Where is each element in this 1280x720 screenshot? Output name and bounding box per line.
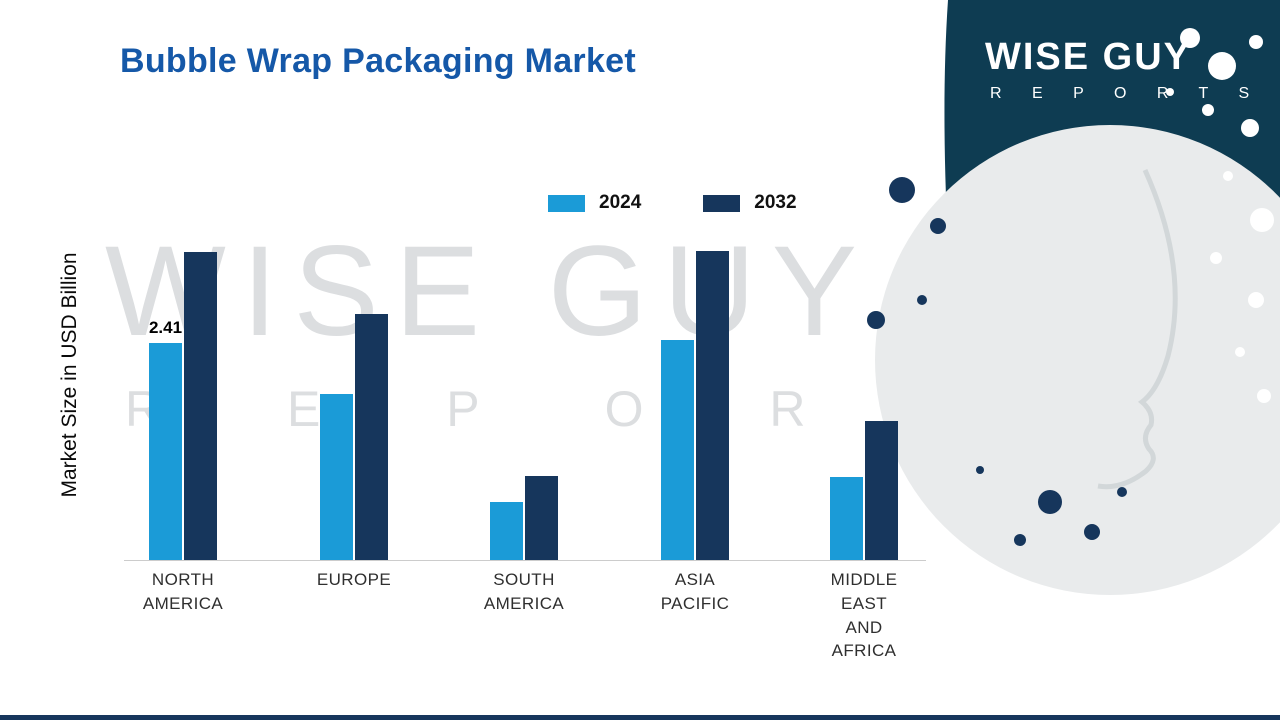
legend-swatch-2024	[548, 194, 585, 212]
chart-legend: 2024 2032	[548, 192, 797, 214]
bar-2024-europe	[320, 393, 353, 560]
legend-swatch-2032	[703, 194, 741, 212]
legend-label-2032: 2032	[754, 192, 797, 213]
category-label-europe: EUROPE	[316, 570, 392, 589]
bar-2032-middle-east-and-africa	[865, 420, 898, 560]
bottom-accent-bar	[0, 715, 1280, 720]
legend-item-2032: 2032	[703, 192, 797, 214]
category-label-middle-east-and-africa: MIDDLE EAST AND AFRICA	[830, 570, 898, 661]
legend-label-2024: 2024	[599, 192, 642, 213]
bar-group-south-america	[490, 250, 558, 560]
category-label-south-america: SOUTH AMERICA	[483, 570, 565, 613]
bar-2024-asia-pacific	[661, 339, 694, 560]
face-profile	[1097, 168, 1178, 490]
navy-bubbles	[867, 177, 1127, 546]
bar-group-asia-pacific	[661, 250, 729, 560]
plot-area: 2.41 NORTH AMERICA EUROPE SOUTH AMERICA ASIA PA…	[124, 250, 926, 660]
data-label-north-america: 2.41	[148, 318, 183, 338]
logo-subtitle: R E P O R T S	[990, 85, 1263, 102]
bar-2032-europe	[355, 314, 388, 560]
bar-2032-south-america	[525, 476, 558, 560]
page-title: Bubble Wrap Packaging Market	[120, 42, 637, 80]
bar-2032-asia-pacific	[696, 251, 729, 560]
category-label-north-america: NORTH AMERICA	[142, 570, 224, 613]
x-axis-line	[124, 560, 926, 561]
bar-group-europe	[320, 250, 388, 560]
y-axis-label: Market Size in USD Billion	[58, 252, 81, 498]
bar-2024-middle-east-and-africa	[830, 477, 863, 560]
bar-group-middle-east-and-africa	[830, 250, 898, 560]
category-label-asia-pacific: ASIA PACIFIC	[660, 570, 730, 613]
white-bubbles	[1166, 28, 1274, 403]
bar-2024-north-america	[149, 343, 182, 560]
bar-2032-north-america	[184, 252, 217, 560]
brand-decoration	[867, 0, 1280, 595]
logo-wordmark: WISE GUY	[984, 36, 1192, 78]
legend-item-2024: 2024	[548, 192, 641, 214]
logo: WISE GUY R E P O R T S	[982, 36, 1263, 103]
face-circle	[875, 125, 1280, 595]
bar-group-north-america: 2.41	[149, 250, 217, 560]
bar-2024-south-america	[490, 501, 523, 560]
